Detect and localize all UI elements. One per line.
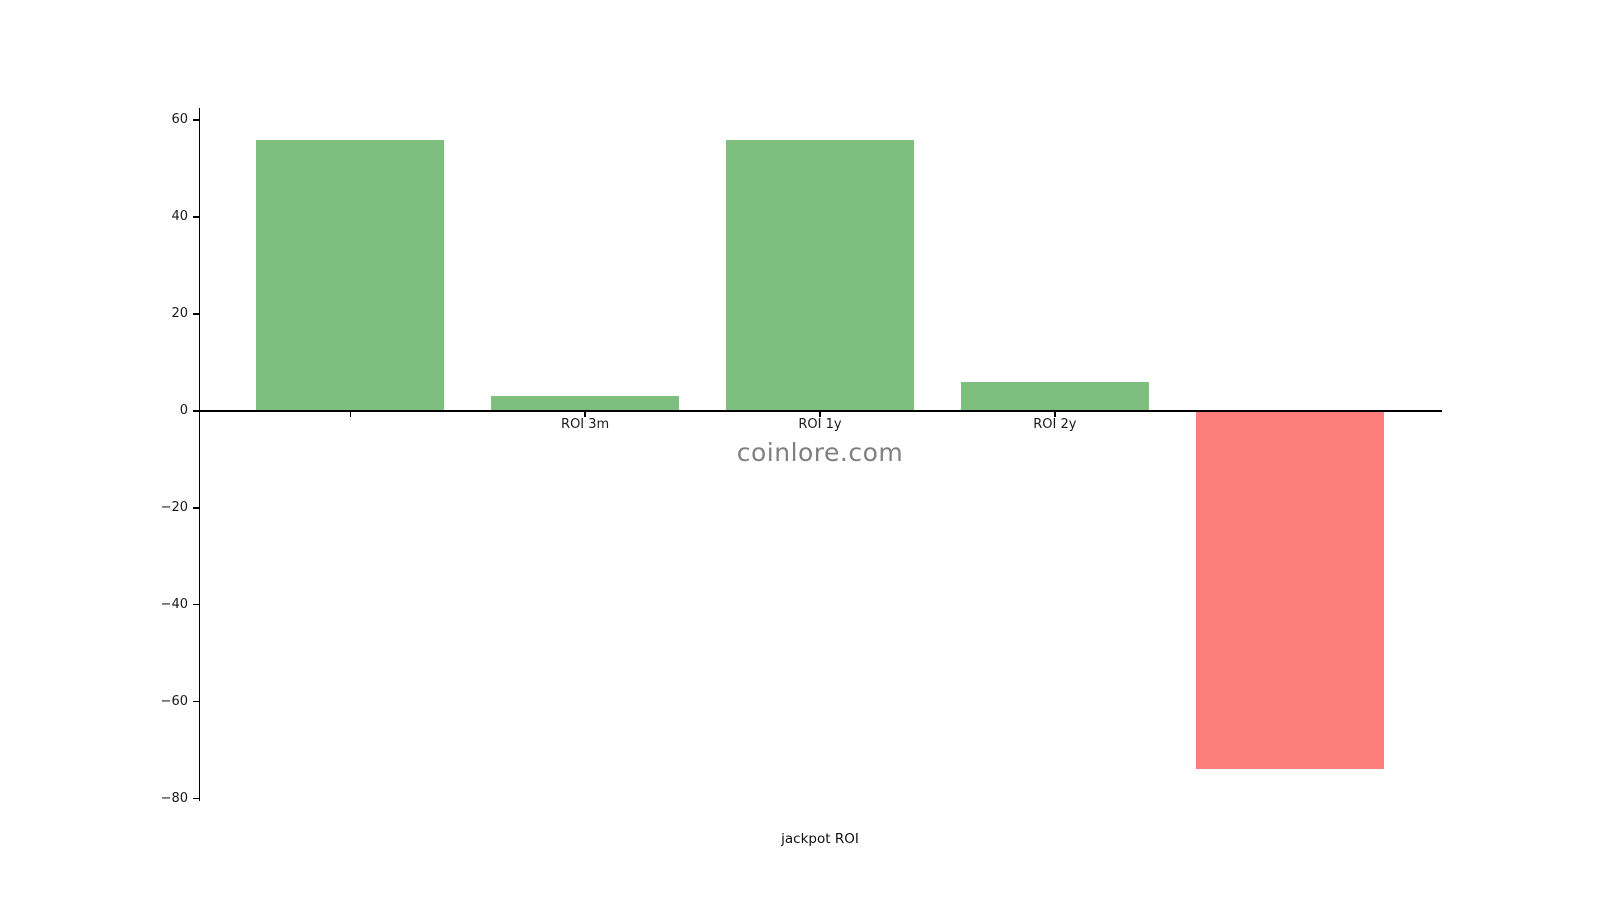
- bar-index-0: [256, 139, 445, 411]
- y-tickmark: [192, 216, 199, 218]
- x-axis-zero-line: [198, 410, 1442, 412]
- watermark-text: coinlore.com: [736, 438, 904, 467]
- y-tickmark: [192, 119, 199, 121]
- y-tickmark: [192, 313, 199, 315]
- y-tick-label: −40: [160, 596, 188, 612]
- y-tick-label: 0: [179, 402, 188, 418]
- x-tick-label: ROI 2y: [1033, 416, 1077, 432]
- y-tick-label: −60: [160, 693, 188, 709]
- y-tick-label: −80: [160, 790, 188, 806]
- x-tickmark: [349, 410, 352, 417]
- x-tickmark: [584, 410, 586, 417]
- y-tickmark: [192, 603, 199, 606]
- y-tick-label: 60: [171, 112, 188, 128]
- x-tickmark: [1054, 410, 1056, 417]
- y-tick-label: −20: [160, 499, 188, 515]
- y-tickmark: [192, 410, 199, 412]
- x-axis-title: jackpot ROI: [781, 831, 859, 847]
- bar-roi-3m: [491, 396, 680, 411]
- y-axis-spine: [198, 108, 200, 801]
- bar-roi-1y: [726, 139, 914, 411]
- y-tick-label: 40: [171, 209, 188, 225]
- y-tickmark: [192, 507, 199, 509]
- y-tick-label: 20: [171, 305, 188, 321]
- bar-index-4: [1195, 410, 1384, 770]
- x-tickmark: [819, 410, 821, 417]
- bar-roi-2y: [960, 381, 1149, 411]
- y-tickmark: [192, 700, 199, 703]
- y-tickmark: [192, 797, 199, 800]
- x-tick-label: ROI 3m: [561, 416, 610, 432]
- x-tick-label: ROI 1y: [798, 416, 842, 432]
